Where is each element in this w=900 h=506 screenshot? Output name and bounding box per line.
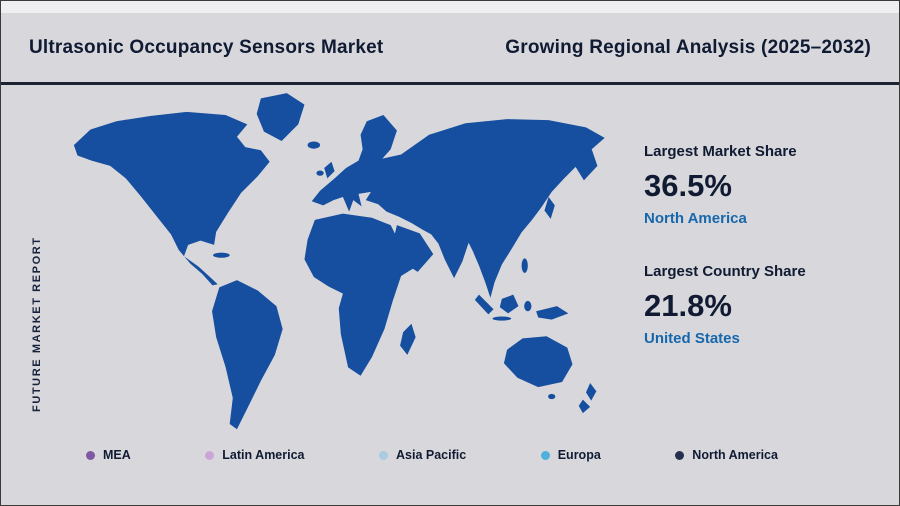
legend-item-latin-america: Latin America [205,448,305,462]
legend-dot-north-america [675,450,685,460]
island-new-guinea [536,306,569,320]
top-strip [1,1,899,13]
island-philippines [521,258,528,273]
island-sumatra [474,294,494,315]
legend-item-europa: Europa [540,448,601,462]
stats-panel: Largest Market Share 36.5% North America… [644,143,889,347]
legend-label: Asia Pacific [396,448,467,462]
page-title-left: Ultrasonic Occupancy Sensors Market [29,36,384,58]
stat-largest-market-share: Largest Market Share 36.5% North America [644,143,889,227]
island-iceland [307,141,321,149]
legend-item-asia-pacific: Asia Pacific [379,448,466,462]
stat-label: Largest Market Share [644,143,797,160]
brand-vertical-text: FUTURE MARKET REPORT [31,236,43,412]
stat-largest-country-share: Largest Country Share 21.8% United State… [644,263,889,347]
continent-eurasia [311,114,605,298]
page-title-right: Growing Regional Analysis (2025–2032) [505,36,871,58]
island-ireland [316,170,324,176]
island-greenland [256,93,305,141]
legend-label: Latin America [222,448,305,462]
legend-dot-europa [540,450,550,460]
island-sulawesi [524,300,532,312]
stat-entity: North America [644,210,747,227]
stat-value: 36.5% [644,168,732,203]
stat-entity: United States [644,330,740,347]
world-map [53,89,611,437]
stat-value: 21.8% [644,288,732,323]
island-borneo [499,294,519,314]
legend-item-mea: MEA [86,448,131,462]
world-map-svg [73,93,605,430]
continent-north-america [73,111,270,286]
legend-dot-latin-america [205,450,215,460]
island-new-zealand-south [578,399,591,414]
stat-label: Largest Country Share [644,263,806,280]
legend-dot-asia-pacific [379,450,389,460]
island-java [492,316,512,321]
world-map-landmasses [73,93,605,430]
header: Ultrasonic Occupancy Sensors Market Grow… [1,13,899,85]
island-great-britain [324,161,335,179]
legend-label: Europa [557,448,601,462]
continent-south-america [212,280,283,430]
legend-label: MEA [103,448,131,462]
region-arabia [392,225,434,272]
island-cuba [213,252,230,258]
island-japan [544,197,555,219]
continent-australia [503,336,573,388]
continent-africa [304,213,415,376]
legend-item-north-america: North America [675,448,778,462]
island-tasmania [548,393,556,400]
legend-dot-mea [86,450,95,460]
legend-label: North America [692,448,778,462]
island-new-zealand-north [585,382,597,401]
legend: MEA Latin America Asia Pacific Europa No… [86,448,778,462]
island-madagascar [400,323,416,355]
